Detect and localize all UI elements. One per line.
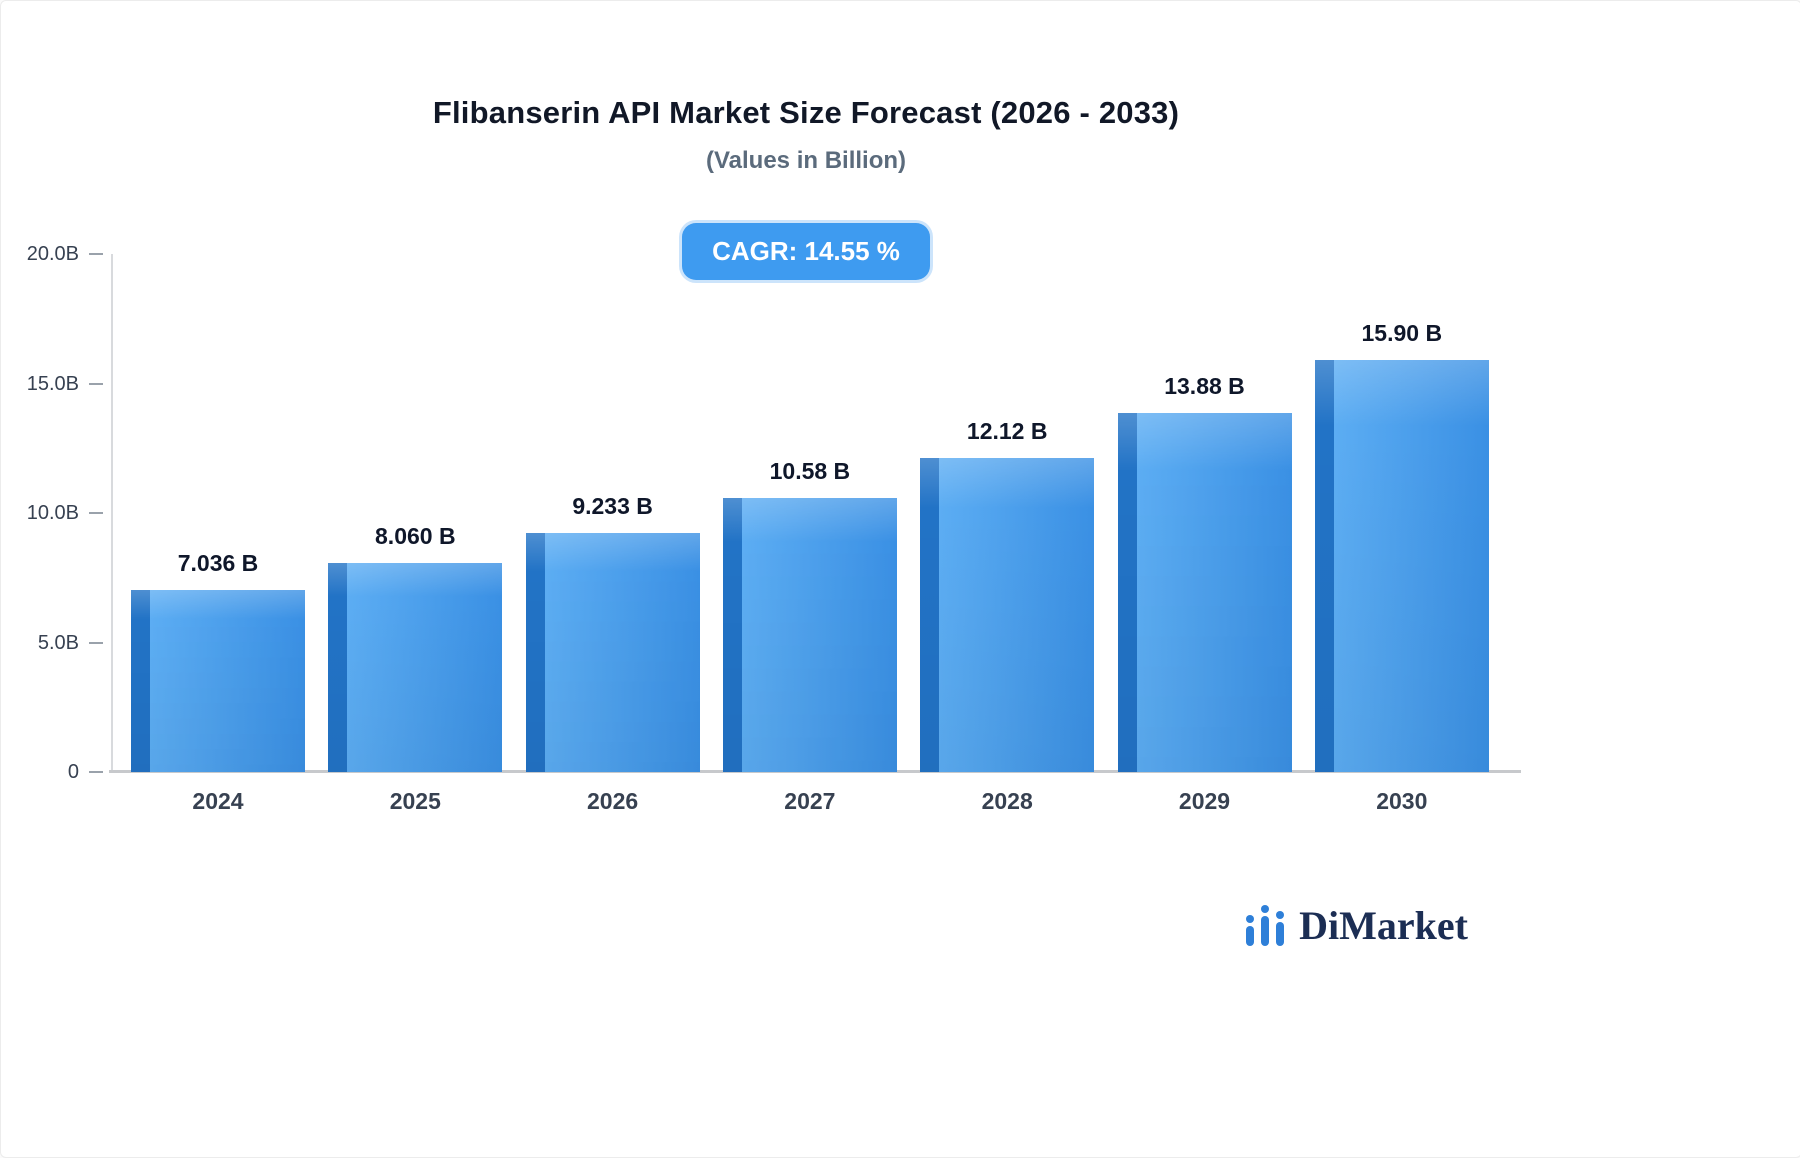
bar-value-label: 9.233 B <box>572 492 653 519</box>
x-axis-label: 2027 <box>784 788 836 814</box>
bar: 12.12 B <box>920 418 1095 772</box>
bar-value-label: 10.58 B <box>769 457 851 484</box>
y-tick-mark <box>89 382 103 385</box>
cagr-badge: CAGR: 14.55 % <box>682 223 930 280</box>
x-axis-label: 2028 <box>981 788 1033 814</box>
x-axis-label: 2025 <box>389 788 441 814</box>
y-tick-mark <box>89 771 103 773</box>
y-tick-label: 20.0B <box>26 243 79 265</box>
y-tick-label: 5.0B <box>37 631 79 654</box>
brand-logo: DiMarket <box>1243 904 1468 946</box>
brand-icon <box>1246 905 1285 946</box>
y-tick-label: 10.0B <box>26 502 79 524</box>
bar: 13.88 B <box>1117 373 1292 772</box>
y-tick-mark <box>89 253 103 255</box>
bar-value-label: 13.88 B <box>1164 372 1245 399</box>
chart-subtitle: (Values in Billion) <box>705 147 907 174</box>
bar: 8.060 B <box>328 523 503 772</box>
y-tick-label: 0 <box>67 761 79 783</box>
x-axis-label: 2026 <box>587 788 639 814</box>
bar-value-label: 8.060 B <box>375 523 456 550</box>
x-axis-label: 2024 <box>192 788 244 814</box>
bar-value-label: 15.90 B <box>1361 320 1443 347</box>
bar-value-label: 7.036 B <box>177 549 259 576</box>
y-axis-line <box>111 254 113 772</box>
y-tick-label: 15.0B <box>26 372 79 395</box>
x-axis-label: 2029 <box>1178 788 1231 814</box>
bar: 7.036 B <box>131 550 305 772</box>
bar: 15.90 B <box>1314 320 1489 772</box>
y-tick-mark <box>89 641 103 644</box>
bar: 9.233 B <box>525 493 700 772</box>
bar-value-label: 12.12 B <box>966 418 1048 445</box>
bar: 10.58 B <box>722 458 897 772</box>
chart-title: Flibanserin API Market Size Forecast (20… <box>432 95 1180 130</box>
y-tick-mark <box>89 512 103 514</box>
badge-row: CAGR: 14.55 % <box>1 223 1611 280</box>
x-axis-label: 2030 <box>1376 788 1428 814</box>
brand-name: DiMarket <box>1299 903 1468 948</box>
